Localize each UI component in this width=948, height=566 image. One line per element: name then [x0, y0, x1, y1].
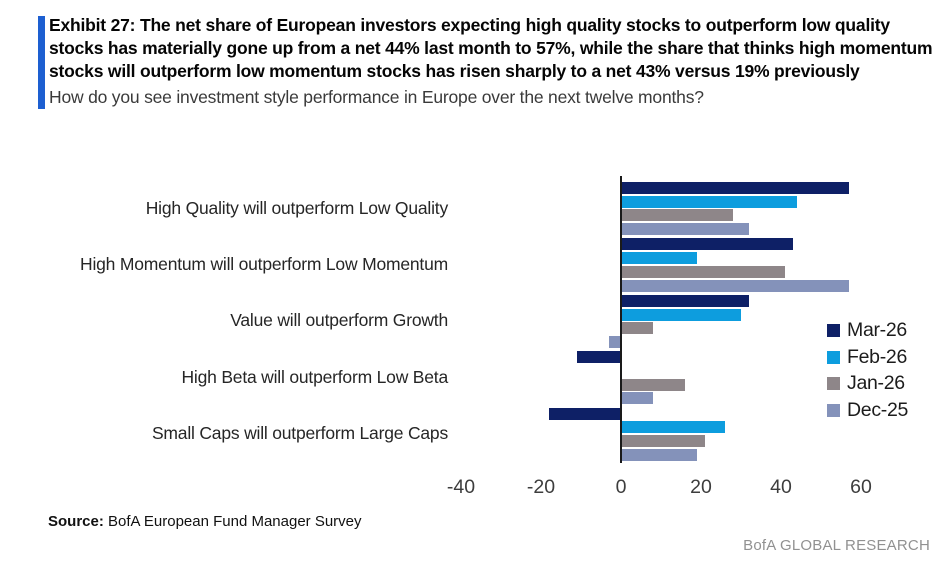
x-axis-zero-line: [620, 176, 622, 463]
bofa-global-research-brand: BofA GLOBAL RESEARCH: [743, 537, 930, 554]
bar-feb-26-category-1: [621, 195, 797, 208]
bar-mar-26-category-1: [621, 182, 849, 194]
survey-question-subtitle: How do you see investment style performa…: [49, 87, 704, 108]
x-axis-tick-label-40: 40: [770, 476, 792, 498]
legend-item-feb-26: Feb-26: [827, 344, 908, 371]
legend-item-mar-26: Mar-26: [827, 317, 908, 344]
source-line: Source: BofA European Fund Manager Surve…: [48, 513, 362, 530]
x-axis-tick-label-0: 0: [615, 476, 627, 498]
bar-dec-25-category-2: [621, 279, 849, 292]
category-label-5: Small Caps will outperform Large Caps: [151, 423, 448, 444]
chart-legend: Mar-26 Feb-26 Jan-26 Dec-25: [827, 317, 908, 424]
bar-jan-26-category-4: [621, 378, 685, 391]
bar-feb-26-category-2: [621, 252, 697, 265]
legend-item-dec-25: Dec-25: [827, 397, 908, 424]
bar-jan-26-category-3: [621, 322, 653, 335]
x-axis-tick-label-20: 20: [690, 476, 712, 498]
bar-dec-25-category-5: [621, 448, 697, 461]
legend-label: Mar-26: [847, 318, 907, 341]
category-label-3: Value will outperform Growth: [230, 310, 448, 331]
bar-jan-26-category-2: [621, 265, 785, 278]
exhibit-header: Exhibit 27: The net share of European in…: [38, 14, 935, 110]
category-label-4: High Beta will outperform Low Beta: [181, 366, 448, 387]
exhibit-title: Exhibit 27: The net share of European in…: [49, 15, 933, 82]
title-accent-bar: [38, 16, 45, 110]
category-label-2: High Momentum will outperform Low Moment…: [80, 253, 448, 274]
bar-dec-25-category-1: [621, 223, 749, 236]
bar-mar-26-category-4: [577, 351, 621, 364]
legend-item-jan-26: Jan-26: [827, 371, 908, 398]
source-text: BofA European Fund Manager Survey: [103, 513, 362, 530]
legend-swatch-icon: [827, 404, 840, 418]
x-axis-tick-label--40: -40: [446, 476, 476, 498]
source-label: Source:: [48, 513, 104, 530]
x-axis-tick-label-60: 60: [850, 476, 872, 498]
bar-feb-26-category-3: [621, 308, 741, 321]
bar-dec-25-category-3: [609, 335, 621, 348]
bar-jan-26-category-5: [621, 435, 705, 447]
x-axis-tick-label--20: -20: [526, 476, 556, 498]
legend-swatch-icon: [827, 350, 840, 364]
bar-jan-26-category-1: [621, 209, 733, 222]
legend-label: Jan-26: [847, 372, 905, 395]
bar-mar-26-category-2: [621, 238, 793, 251]
bar-dec-25-category-4: [621, 392, 653, 405]
bar-feb-26-category-5: [621, 421, 725, 434]
legend-label: Feb-26: [847, 345, 907, 368]
legend-label: Dec-25: [847, 399, 909, 422]
bar-mar-26-category-3: [621, 294, 749, 307]
legend-swatch-icon: [827, 323, 840, 337]
category-label-1: High Quality will outperform Low Quality: [145, 197, 448, 218]
bar-mar-26-category-5: [549, 407, 621, 420]
legend-swatch-icon: [827, 377, 840, 391]
